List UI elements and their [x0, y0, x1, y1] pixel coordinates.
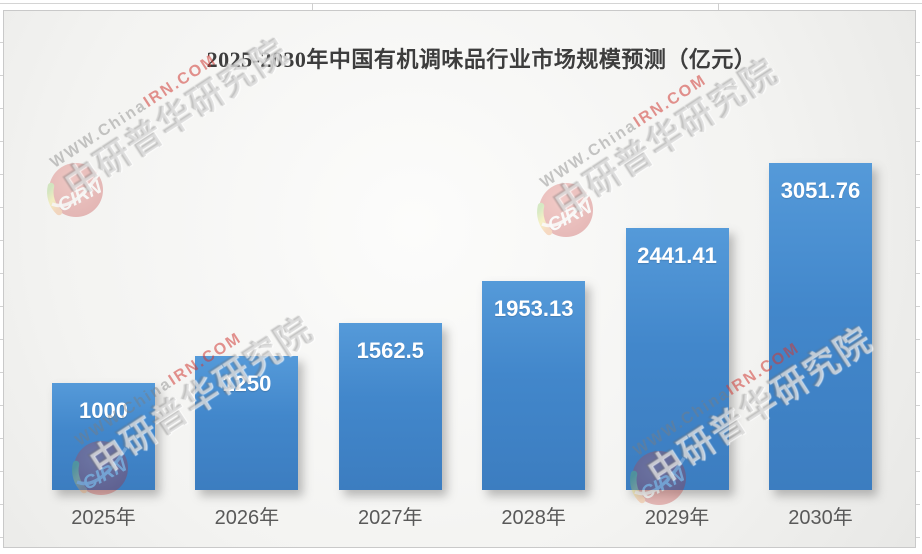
x-axis-tick-label: 2030年 [788, 507, 853, 529]
sheet-column-gridline [312, 3, 313, 11]
chart-area: 2025-2030年中国有机调味品行业市场规模预测（亿元） 1000 2025年 1… [3, 10, 916, 548]
bar-value-label: 1000 [79, 398, 128, 423]
bar-value-label: 1953.13 [493, 296, 574, 321]
bar-value-label: 2441.41 [637, 243, 717, 268]
bar-group: 1000 2025年 [52, 383, 155, 529]
sheet-row-gridlines-left [0, 10, 4, 548]
bar-group: 1953.13 2028年 [482, 281, 586, 529]
watermark-url: WWW.ChinaIRN.COM [47, 16, 274, 172]
bar-value-label: 1562.5 [356, 338, 424, 363]
x-axis-tick-label: 2026年 [214, 507, 280, 529]
bar: 1000 [52, 383, 155, 490]
bar: 1250 [195, 356, 299, 490]
bar-group: 1250 2026年 [195, 356, 299, 529]
bar-group: 1562.5 2027年 [338, 323, 442, 529]
sheet-row-gridlines-right [916, 10, 920, 548]
watermark-url-prefix: WWW.China [47, 96, 151, 172]
bar-value-label: 1250 [222, 371, 272, 396]
bar-value-label: 3051.76 [780, 178, 861, 203]
sheet-gridline-top [0, 3, 922, 4]
bar: 3051.76 [768, 163, 872, 490]
bar: 1953.13 [482, 281, 586, 490]
chart-title: 2025-2030年中国有机调味品行业市场规模预测（亿元） [206, 47, 757, 72]
bar-group: 3051.76 2030年 [768, 163, 872, 529]
watermark-url-suffix: IRN.COM [630, 71, 710, 131]
x-axis-tick-label: 2029年 [644, 507, 710, 529]
sheet-column-gridline [718, 3, 719, 11]
bar: 2441.41 [625, 228, 729, 490]
plot-area: 1000 2025年 1250 2026年 1562.5 2027年 1953.13 2028… [52, 163, 872, 529]
x-axis-tick-label: 2025年 [71, 507, 136, 529]
bar: 1562.5 [338, 323, 442, 490]
x-axis-tick-label: 2027年 [358, 507, 423, 529]
bar-group: 2441.41 2029年 [625, 228, 729, 529]
x-axis-tick-label: 2028年 [501, 507, 566, 529]
